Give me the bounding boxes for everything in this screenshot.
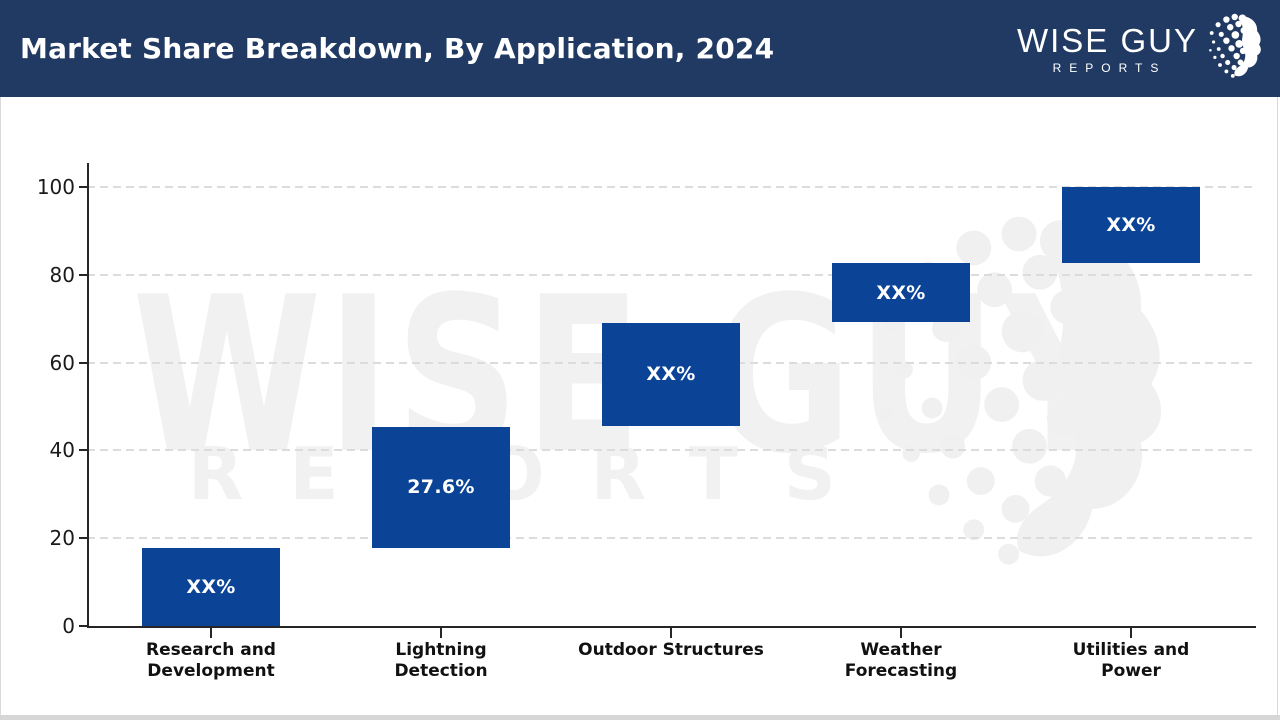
y-tick-mark [79,537,87,540]
wise-guy-reports-logo: WISE GUY REPORTS [1017,0,1268,97]
y-gridline [87,449,1256,452]
x-tick-mark [670,628,672,638]
bar: XX% [832,262,970,323]
y-tick-label: 60 [49,350,75,375]
x-category-label-line: Lightning [395,640,487,660]
y-tick-mark [79,273,87,276]
bar: XX% [1062,187,1200,263]
x-category-label: Research and Development [96,640,326,683]
y-tick-mark [79,625,87,627]
y-tick-label: 40 [49,438,75,463]
x-category-label: Lightning Detection [326,640,556,683]
bar-value-label: XX% [1106,213,1156,236]
y-gridline [87,537,1256,540]
x-tick-mark [210,628,212,638]
bar-value-label: XX% [646,363,696,386]
x-category-label-line: Utilities and [1072,640,1190,660]
bar-value-label: XX% [186,575,236,598]
x-category-label-line: Detection [394,661,488,682]
dotted-head-profile-icon [1204,10,1268,88]
y-tick-label: 0 [62,614,75,638]
x-tick-mark [900,628,902,638]
y-tick-label: 100 [36,175,75,199]
x-category-label-line: Power [1101,661,1161,682]
bar: 27.6% [372,426,510,548]
logo-text: WISE GUY REPORTS [1017,24,1198,74]
bottom-border-strip [0,715,1280,720]
x-category-label: Outdoor Structures [556,640,786,661]
y-tick-label: 20 [49,526,75,551]
bar: XX% [142,547,280,626]
bar-value-label: XX% [876,281,926,304]
y-tick-label: 80 [49,262,75,287]
bar: XX% [602,322,740,426]
x-category-label-line: Forecasting [844,661,958,682]
y-axis-line [87,163,89,628]
x-category-label-line: Research and [146,640,276,660]
y-gridline [87,273,1256,276]
x-axis-line [87,626,1256,628]
x-category-label: Utilities and Power [1016,640,1246,683]
y-tick-mark [79,186,87,188]
y-gridline [87,186,1256,188]
header-bar: Market Share Breakdown, By Application, … [0,0,1280,97]
logo-brand-name: WISE GUY [1016,21,1198,59]
x-category-label-line: Outdoor Structures [578,640,764,660]
bar-value-label: 27.6% [407,476,475,499]
x-category-label-line: Development [147,661,275,682]
x-category-label-line: Weather [860,640,942,660]
logo-brand-subname: REPORTS [1052,60,1167,75]
x-category-label: Weather Forecasting [786,640,1016,683]
x-tick-mark [1130,628,1132,638]
x-tick-mark [440,628,442,638]
page-title: Market Share Breakdown, By Application, … [20,32,775,65]
y-tick-mark [79,361,87,364]
y-tick-mark [79,449,87,452]
